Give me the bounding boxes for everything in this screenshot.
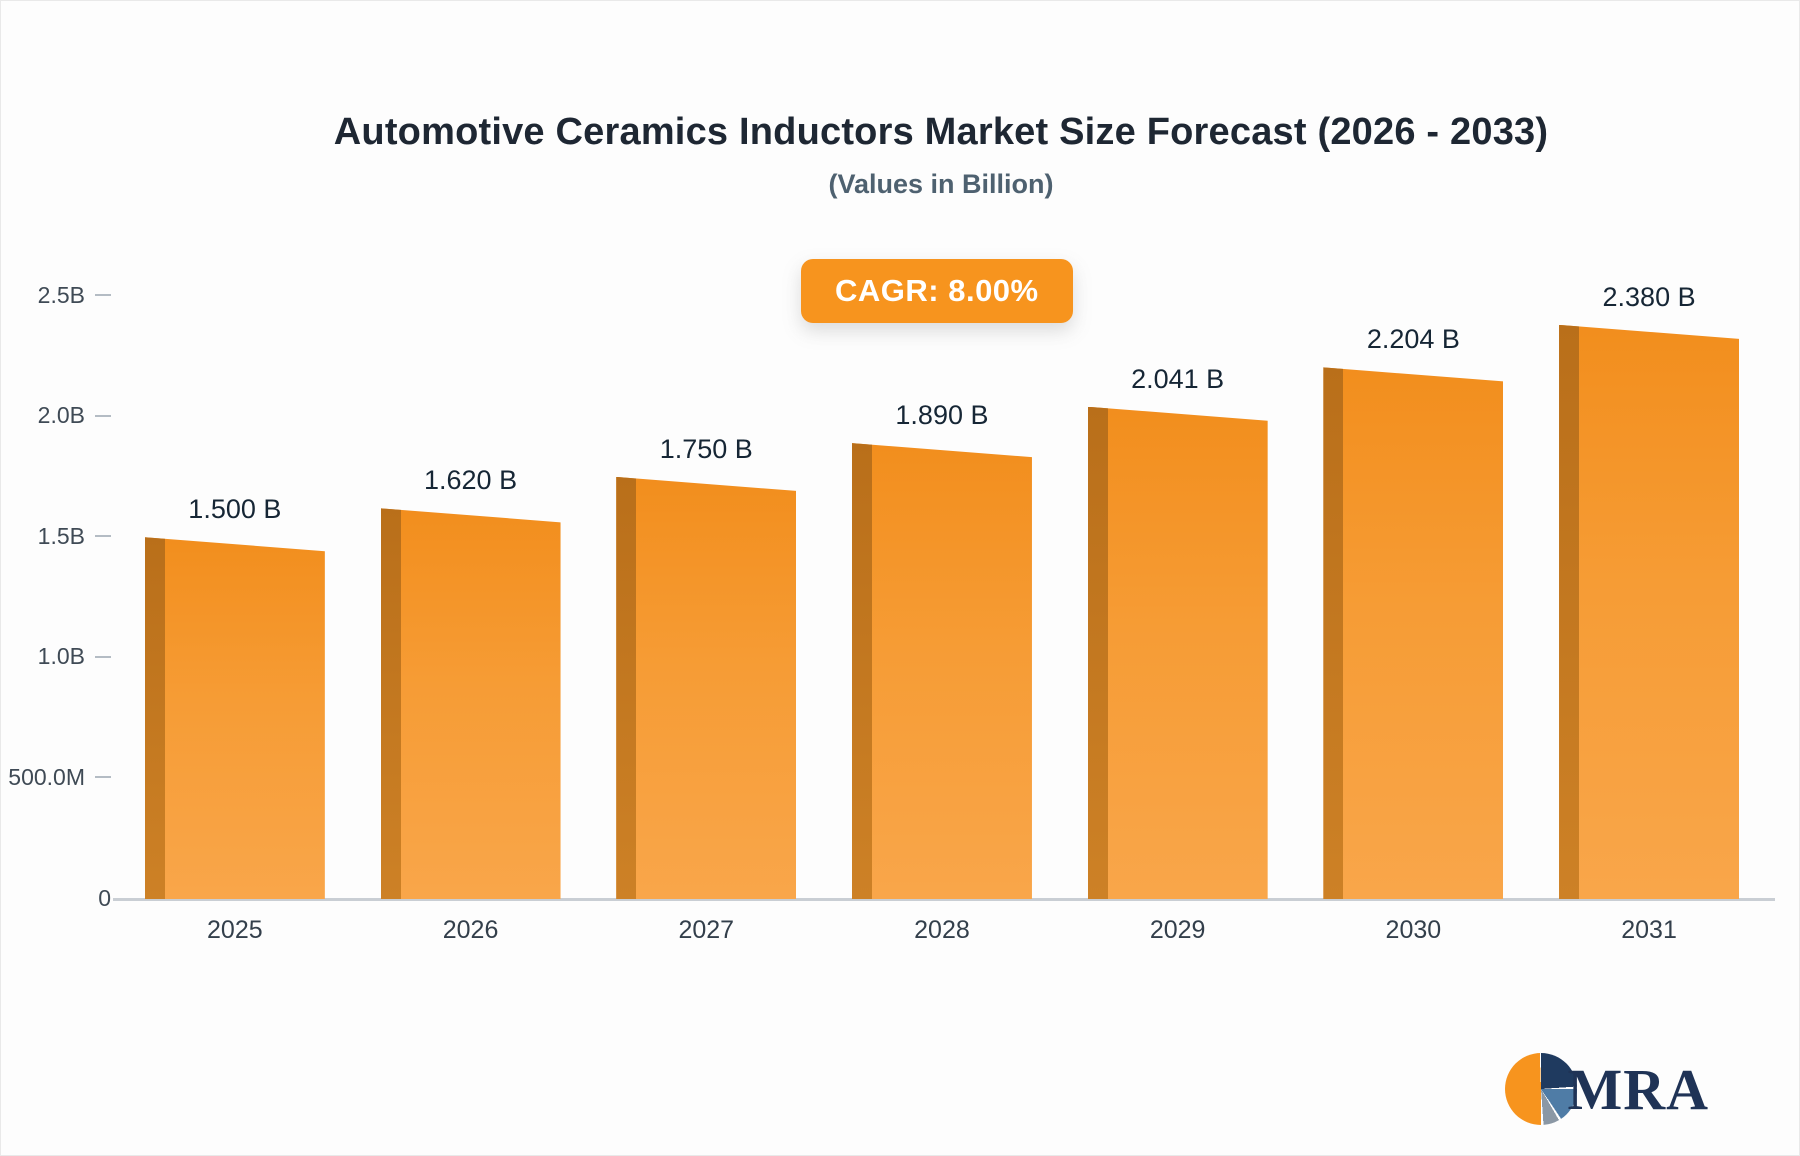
bar-2026 — [380, 508, 561, 899]
y-axis-tick: 0 — [98, 885, 111, 911]
bar-side-shade — [1323, 367, 1344, 899]
y-axis-tick-label: 2.0B — [37, 402, 85, 429]
bar-column: 2.041 B — [1087, 363, 1268, 899]
mra-logo-pie-icon — [1505, 1053, 1578, 1125]
x-axis-label: 2026 — [442, 916, 499, 944]
bar-2031 — [1559, 324, 1740, 899]
y-axis-tick-mark — [95, 414, 111, 417]
y-axis-tick-mark — [95, 535, 111, 538]
bar-2028 — [851, 443, 1032, 899]
bar-2029 — [1087, 406, 1268, 899]
chart-subtitle: (Values in Billion) — [828, 169, 1054, 199]
y-axis-tick: 1.0B — [37, 643, 111, 670]
x-axis-label: 2025 — [207, 916, 263, 944]
bar-side-shade — [851, 443, 872, 899]
x-axis: 2025 2026 2027 2028 2029 2030 2031 — [117, 916, 1767, 945]
cagr-badge: CAGR: 8.00% — [801, 259, 1073, 323]
y-axis-tick: 2.0B — [37, 402, 111, 429]
bar-column: 2.204 B — [1323, 324, 1504, 899]
bar-column: 1.620 B — [380, 465, 561, 899]
y-axis-tick-label: 500.0M — [8, 763, 85, 790]
plot-area: 1.500 B 1.620 B 1.750 B 1.890 B 2.041 B 2.204… — [117, 282, 1767, 899]
y-axis-tick: 500.0M — [8, 764, 111, 790]
chart-title: Automotive Ceramics Inductors Market Siz… — [333, 111, 1549, 153]
bar-2025 — [144, 537, 325, 899]
bar-side-shade — [380, 508, 401, 899]
y-axis-tick-mark — [95, 776, 111, 779]
y-axis-tick-label: 1.5B — [37, 522, 85, 549]
y-axis-tick-mark — [95, 294, 111, 296]
x-axis-line — [113, 898, 1775, 901]
bar-side-shade — [1559, 324, 1580, 899]
bar-value-label: 2.041 B — [1131, 363, 1225, 394]
y-axis-tick: 1.5B — [38, 523, 111, 549]
bar-2030 — [1323, 367, 1504, 899]
y-axis: 2.5B 2.0B 1.5B 1.0B 500.0M 0 — [1, 1, 113, 1155]
bar-column: 1.500 B — [144, 494, 325, 899]
y-axis-tick-mark — [95, 655, 111, 658]
bar-column: 1.890 B — [851, 400, 1032, 899]
bar-value-label: 1.750 B — [659, 433, 753, 464]
bar-2027 — [616, 476, 797, 899]
bar-value-label: 1.890 B — [895, 400, 989, 431]
mra-logo: MRA — [1505, 1053, 1709, 1125]
bar-side-shade — [616, 476, 637, 899]
bar-value-label: 1.620 B — [424, 465, 518, 496]
x-axis-label: 2030 — [1385, 916, 1442, 944]
y-axis-tick-label: 0 — [98, 884, 111, 911]
bar-value-label: 1.500 B — [188, 494, 282, 525]
bar-side-shade — [1087, 406, 1108, 899]
y-axis-tick-label: 1.0B — [37, 643, 85, 670]
bar-side-shade — [144, 537, 165, 899]
x-axis-label: 2031 — [1621, 916, 1677, 944]
x-axis-label: 2027 — [678, 916, 735, 944]
bar-column: 1.750 B — [616, 433, 797, 899]
cagr-badge-label: CAGR: 8.00% — [835, 273, 1039, 308]
bar-value-label: 2.204 B — [1366, 324, 1460, 355]
x-axis-label: 2028 — [914, 916, 970, 944]
bar-value-label: 2.380 B — [1602, 281, 1696, 312]
y-axis-tick: 2.5B — [38, 282, 111, 308]
bar-column: 2.380 B — [1559, 281, 1740, 899]
x-axis-label: 2029 — [1149, 916, 1206, 944]
y-axis-tick-label: 2.5B — [37, 281, 85, 308]
mra-logo-text: MRA — [1567, 1056, 1709, 1122]
